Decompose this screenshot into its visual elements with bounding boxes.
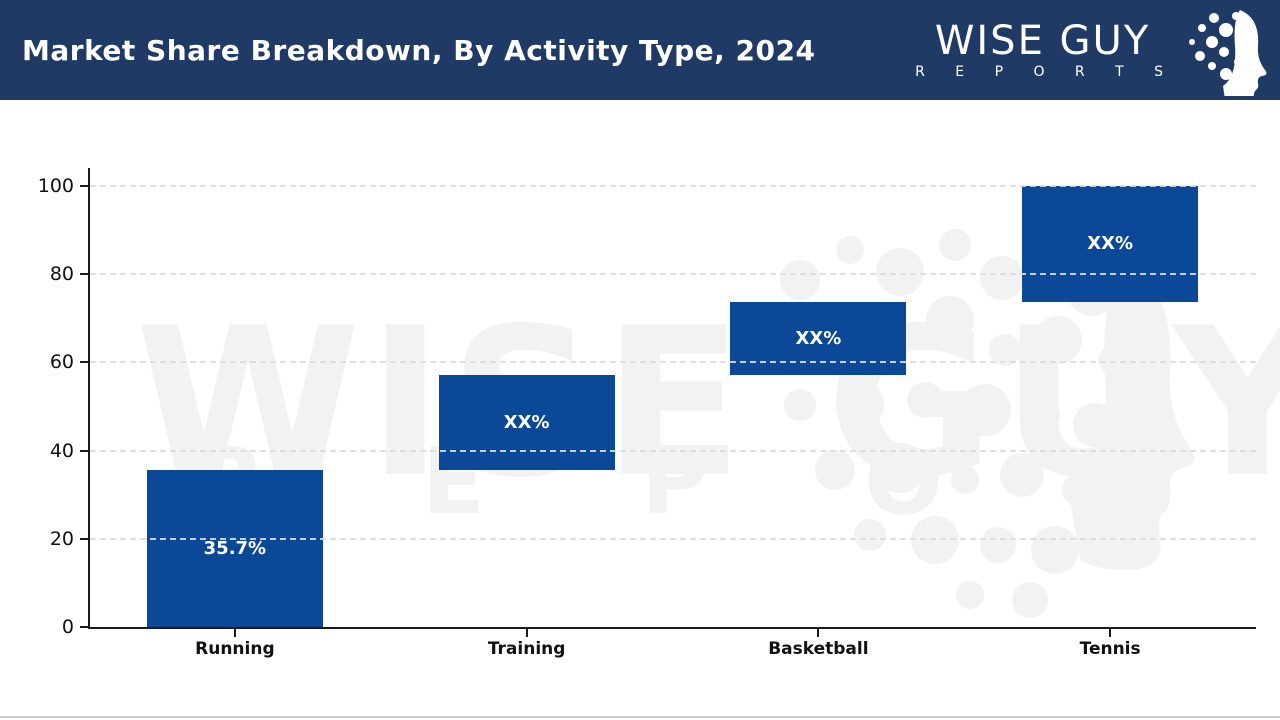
y-tick-mark	[80, 185, 88, 187]
bar-value-label: XX%	[795, 327, 842, 349]
x-tick-mark	[817, 629, 820, 637]
gridline-20	[90, 537, 1256, 540]
bar-training: XX%	[438, 375, 615, 470]
y-tick-label: 0	[61, 616, 74, 638]
x-tick-label-running: Running	[195, 639, 275, 659]
x-tick-mark	[233, 629, 236, 637]
page-title: Market Share Breakdown, By Activity Type…	[22, 33, 816, 67]
y-tick-label: 20	[49, 527, 74, 550]
y-tick-label: 100	[37, 175, 74, 197]
y-tick-mark	[80, 361, 88, 364]
x-tick-label-training: Training	[487, 639, 566, 659]
y-tick-mark	[80, 273, 88, 276]
wiseguy-logo-text: WISE GUY R E P O R T S	[909, 21, 1176, 79]
wiseguy-logo: WISE GUY R E P O R T S	[909, 4, 1270, 96]
bar-value-label: 35.7%	[203, 537, 267, 559]
y-tick-mark	[80, 449, 88, 452]
y-axis-line	[88, 168, 90, 628]
logo-dotted-head-icon	[1189, 10, 1267, 96]
bar-value-label: XX%	[503, 411, 550, 433]
y-tick-mark	[80, 537, 88, 540]
x-tick-label-tennis: Tennis	[1079, 639, 1141, 659]
y-tick-label: 60	[49, 351, 74, 374]
y-tick-mark	[80, 626, 88, 628]
logo-reports-label: R E P O R T S	[915, 64, 1176, 80]
y-tick-label: 80	[49, 263, 74, 286]
watermark-dotted-head-icon	[780, 229, 1195, 618]
logo-wiseguy-label: WISE GUY	[934, 18, 1151, 64]
header: Market Share Breakdown, By Activity Type…	[0, 0, 1280, 100]
gridline-80	[90, 273, 1256, 276]
bar-tennis: XX%	[1022, 186, 1199, 302]
gridline-40	[90, 449, 1256, 452]
x-tick-mark	[1109, 629, 1112, 637]
gridline-100	[90, 185, 1256, 187]
bar-basketball: XX%	[730, 301, 907, 376]
bar-value-label: XX%	[1087, 233, 1134, 255]
x-axis-line	[88, 627, 1256, 629]
x-tick-label-basketball: Basketball	[768, 639, 869, 659]
x-tick-mark	[525, 629, 528, 637]
y-tick-label: 40	[49, 439, 74, 462]
bottom-divider	[0, 716, 1280, 718]
gridline-60	[90, 361, 1256, 364]
bar-running: 35.7%	[146, 469, 323, 627]
